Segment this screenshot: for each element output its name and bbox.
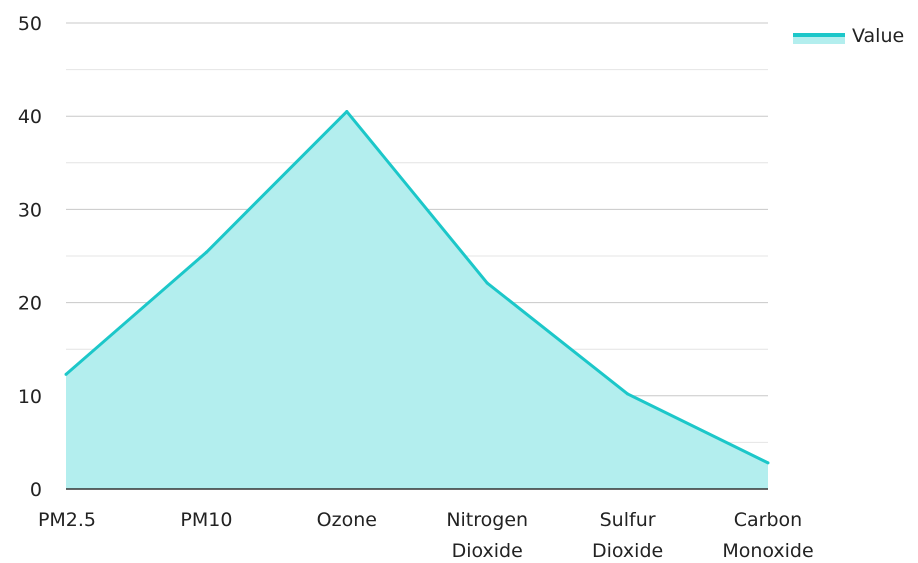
x-tick-label: Sulfur Dioxide xyxy=(592,509,663,562)
data-point-3 xyxy=(485,281,489,285)
y-tick-label: 50 xyxy=(18,13,42,35)
y-tick-label: 40 xyxy=(18,106,42,128)
legend-swatch-fill xyxy=(793,37,845,44)
legend-swatch-line xyxy=(793,33,845,37)
y-tick-label: 10 xyxy=(18,386,42,408)
y-tick-label: 30 xyxy=(18,199,42,221)
x-tick-label: PM10 xyxy=(180,509,232,531)
data-point-2 xyxy=(345,110,349,114)
x-axis-ticks: PM2.5 PM10 Ozone Nitrogen Dioxide Sulfur Dioxi… xyxy=(38,509,814,562)
legend-label: Value xyxy=(852,25,904,47)
x-tick-label: Ozone xyxy=(317,509,377,531)
y-tick-label: 0 xyxy=(30,479,42,501)
y-axis-ticks: 0 10 20 30 40 50 xyxy=(18,13,42,501)
data-point-1 xyxy=(204,250,208,254)
data-point-4 xyxy=(626,392,630,396)
legend: Value xyxy=(793,25,904,47)
x-tick-label: Carbon Monoxide xyxy=(722,509,813,562)
series-line xyxy=(65,110,769,465)
series-area-fill xyxy=(66,111,768,489)
data-point-5 xyxy=(766,461,770,465)
data-point-0 xyxy=(64,372,68,376)
y-tick-label: 20 xyxy=(18,293,42,315)
x-tick-label: PM2.5 xyxy=(38,509,96,531)
x-tick-label: Nitrogen Dioxide xyxy=(446,509,528,562)
